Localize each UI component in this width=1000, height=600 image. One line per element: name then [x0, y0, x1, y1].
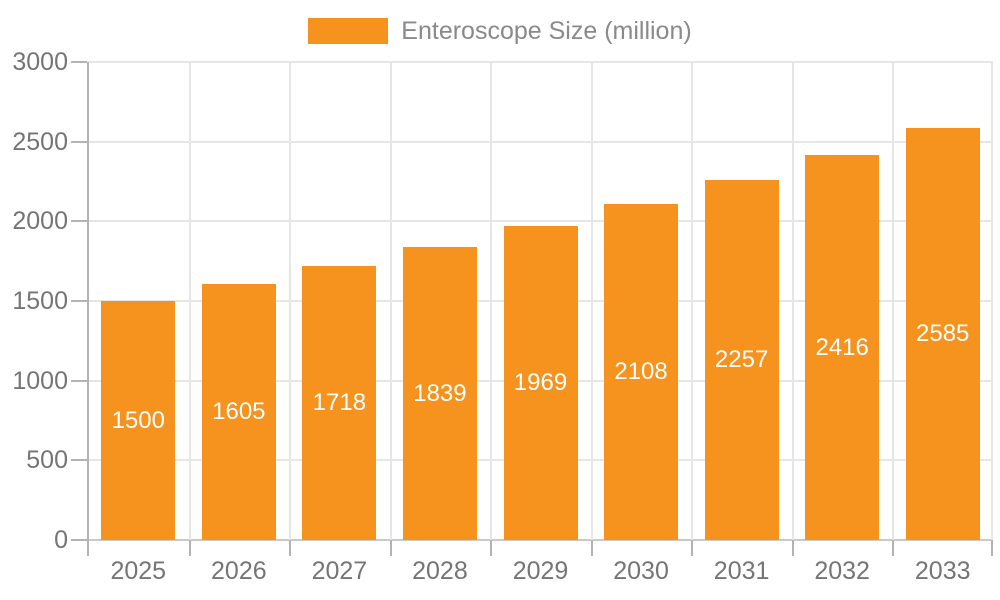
y-axis-line	[87, 62, 89, 540]
x-gridline	[892, 62, 895, 540]
bar[interactable]: 1500	[101, 301, 176, 540]
bar[interactable]: 1718	[302, 266, 377, 540]
y-axis-labels: 0 500 1000 1500 2000 2500 3000	[0, 48, 68, 554]
x-gridline	[289, 62, 292, 540]
bar-value-label: 2108	[614, 358, 668, 386]
x-gridline	[691, 62, 694, 540]
y-tick	[71, 61, 87, 63]
y-tick-label: 2500	[12, 127, 68, 156]
x-axis-label: 2032	[814, 557, 870, 585]
bar-value-label: 1605	[212, 398, 266, 426]
plot-area: 1500 2025 1605 2026 1718 2027 1839 2028 1969 2029…	[71, 61, 993, 585]
bar-value-label: 1969	[513, 369, 568, 397]
y-tick	[71, 459, 87, 462]
x-axis-label: 2030	[613, 557, 669, 585]
y-tick-label: 500	[26, 446, 68, 475]
y-tick	[71, 300, 87, 302]
y-gridline	[88, 140, 993, 143]
bar-value-label: 2257	[714, 346, 769, 374]
y-gridline	[88, 220, 993, 223]
bar-value-label: 1839	[413, 379, 467, 407]
x-tick	[892, 540, 895, 556]
x-axis-label: 2029	[512, 557, 569, 585]
x-axis-label: 2027	[311, 557, 368, 585]
bar[interactable]: 1839	[402, 247, 477, 540]
legend-swatch	[308, 18, 389, 44]
x-axis-label: 2026	[211, 557, 267, 585]
y-tick-label: 0	[54, 526, 68, 554]
x-tick	[389, 540, 392, 556]
legend-label: Enteroscope Size (million)	[401, 16, 692, 45]
x-gridline	[991, 62, 993, 540]
bar[interactable]: 2257	[704, 180, 779, 540]
x-gridline	[389, 62, 392, 540]
y-gridline	[88, 61, 993, 63]
bar-value-label: 2585	[916, 320, 970, 348]
x-tick	[188, 540, 191, 556]
bar[interactable]: 2416	[805, 155, 880, 540]
x-tick	[87, 540, 89, 556]
bar-value-label: 1500	[111, 406, 165, 434]
y-tick-label: 1500	[12, 287, 68, 315]
x-tick	[691, 540, 694, 556]
x-axis-label: 2033	[914, 557, 971, 585]
y-tick	[71, 220, 87, 223]
x-gridline	[791, 62, 794, 540]
bar[interactable]: 2108	[604, 204, 679, 540]
x-gridline	[188, 62, 191, 540]
x-tick	[490, 540, 493, 556]
bar[interactable]: 2585	[905, 128, 980, 540]
bar[interactable]: 1605	[201, 284, 276, 540]
y-tick-label: 3000	[12, 48, 68, 76]
x-tick	[791, 540, 794, 556]
y-tick-label: 1000	[12, 366, 68, 395]
y-tick	[71, 379, 87, 382]
bar-value-label: 1718	[312, 389, 367, 417]
y-gridline	[88, 539, 993, 541]
x-tick	[991, 540, 993, 556]
bar-value-label: 2416	[815, 333, 869, 361]
y-tick	[71, 539, 87, 541]
x-gridline	[590, 62, 593, 540]
x-axis-label: 2031	[713, 557, 770, 585]
bar[interactable]: 1969	[503, 226, 578, 540]
x-axis-label: 2028	[412, 557, 468, 585]
y-tick-label: 2000	[12, 207, 68, 236]
x-axis-label: 2025	[110, 557, 167, 585]
x-tick	[289, 540, 292, 556]
legend[interactable]: Enteroscope Size (million)	[0, 16, 1000, 46]
y-tick	[71, 140, 87, 143]
x-gridline	[490, 62, 493, 540]
x-tick	[590, 540, 593, 556]
